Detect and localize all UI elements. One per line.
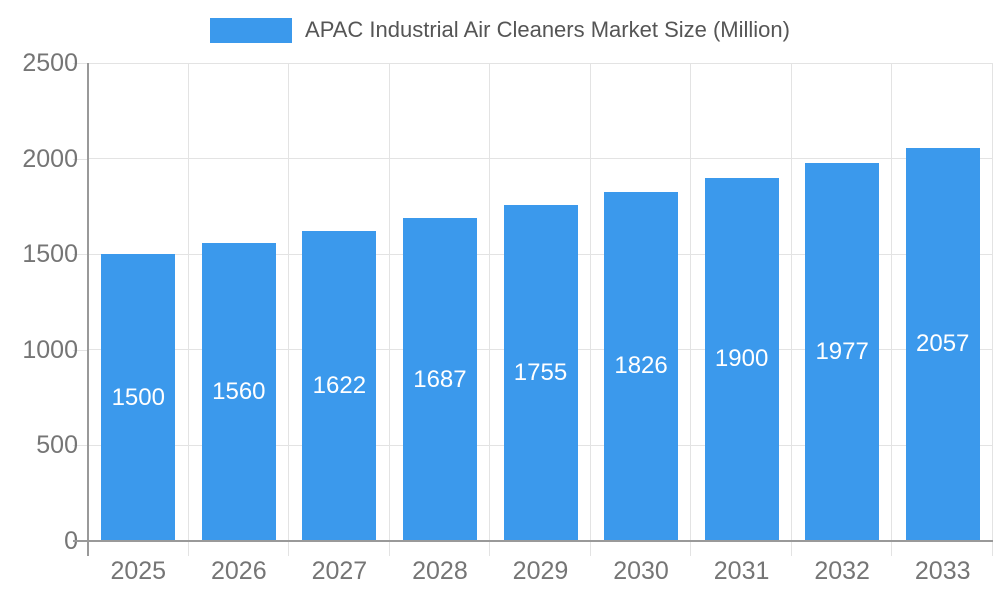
- y-axis-tick: [73, 349, 88, 351]
- y-axis-tick: [73, 158, 88, 160]
- bar-value-label: 1755: [513, 359, 568, 387]
- y-axis-tick-label: 500: [36, 431, 78, 460]
- y-axis-tick-label: 1500: [22, 240, 78, 269]
- y-axis-tick: [73, 254, 88, 256]
- bar-value-label: 1687: [413, 365, 467, 393]
- bar-value-label: 1826: [614, 352, 668, 380]
- y-axis-tick-label: 1000: [22, 335, 78, 364]
- bar-value-label: 1900: [714, 345, 769, 373]
- x-axis-tick-label: 2030: [613, 557, 669, 585]
- x-axis-tick-label: 2029: [512, 557, 569, 585]
- x-axis-tick-label: 2031: [713, 557, 770, 585]
- x-axis-labels: 2025 2026 2027 2028 2029 2030 2031 2032 2033: [88, 556, 993, 588]
- x-axis-tick: [690, 542, 691, 556]
- y-axis-tick: [73, 63, 88, 64]
- plot-area: 1500 1560 1622 1687 1755 1826 1900 1977 2057: [88, 62, 993, 541]
- x-axis-tick-label: 2026: [211, 557, 267, 585]
- bar-2028[interactable]: 1687: [402, 218, 477, 541]
- gridline-vertical: [288, 63, 289, 541]
- x-axis-line: [73, 540, 993, 542]
- bar-value-label: 2057: [916, 330, 970, 358]
- bar-2026[interactable]: 1560: [201, 242, 276, 541]
- bar-2030[interactable]: 1826: [604, 191, 679, 541]
- gridline-horizontal: [88, 158, 993, 160]
- x-axis-tick-label: 2027: [311, 557, 368, 585]
- x-axis-tick-label: 2033: [914, 557, 971, 585]
- x-axis-tick: [992, 542, 993, 556]
- gridline-vertical: [590, 63, 591, 541]
- bar-value-label: 1560: [212, 377, 266, 405]
- bar-value-label: 1977: [815, 338, 869, 365]
- bar-2033[interactable]: 2057: [905, 147, 980, 541]
- gridline-horizontal: [88, 62, 993, 64]
- legend-label: APAC Industrial Air Cleaners Market Size…: [305, 17, 790, 42]
- y-axis-tick: [73, 445, 88, 447]
- gridline-vertical: [791, 63, 792, 541]
- gridline-vertical: [389, 63, 390, 541]
- bar-2025[interactable]: 1500: [101, 254, 176, 541]
- y-axis-tick-label: 2500: [22, 49, 78, 77]
- bar-2029[interactable]: 1755: [503, 205, 578, 541]
- x-axis-tick-label: 2032: [814, 557, 870, 585]
- x-axis-tick: [389, 542, 390, 556]
- chart-legend[interactable]: APAC Industrial Air Cleaners Market Size…: [0, 17, 1000, 43]
- bar-2027[interactable]: 1622: [302, 230, 377, 541]
- bar-2031[interactable]: 1900: [704, 177, 779, 541]
- bar-value-label: 1622: [312, 371, 367, 399]
- gridline-vertical: [188, 63, 189, 541]
- x-axis-tick-label: 2025: [110, 557, 167, 585]
- x-axis-tick: [288, 542, 289, 556]
- x-axis-tick: [590, 542, 591, 556]
- x-axis-tick: [489, 542, 490, 556]
- gridline-vertical: [891, 63, 892, 541]
- gridline-vertical: [489, 63, 490, 541]
- y-axis-tick-label: 2000: [22, 144, 78, 173]
- x-axis-tick: [891, 542, 892, 556]
- bar-value-label: 1500: [111, 383, 165, 411]
- y-axis-tick-label: 0: [64, 527, 78, 555]
- x-axis-tick: [791, 542, 792, 556]
- x-axis-tick-label: 2028: [412, 557, 468, 585]
- gridline-vertical: [690, 63, 691, 541]
- legend-swatch: [210, 17, 293, 43]
- y-axis-line: [87, 63, 89, 556]
- gridline-vertical: [992, 63, 993, 541]
- x-axis-tick: [188, 542, 189, 556]
- bar-2032[interactable]: 1977: [805, 163, 880, 541]
